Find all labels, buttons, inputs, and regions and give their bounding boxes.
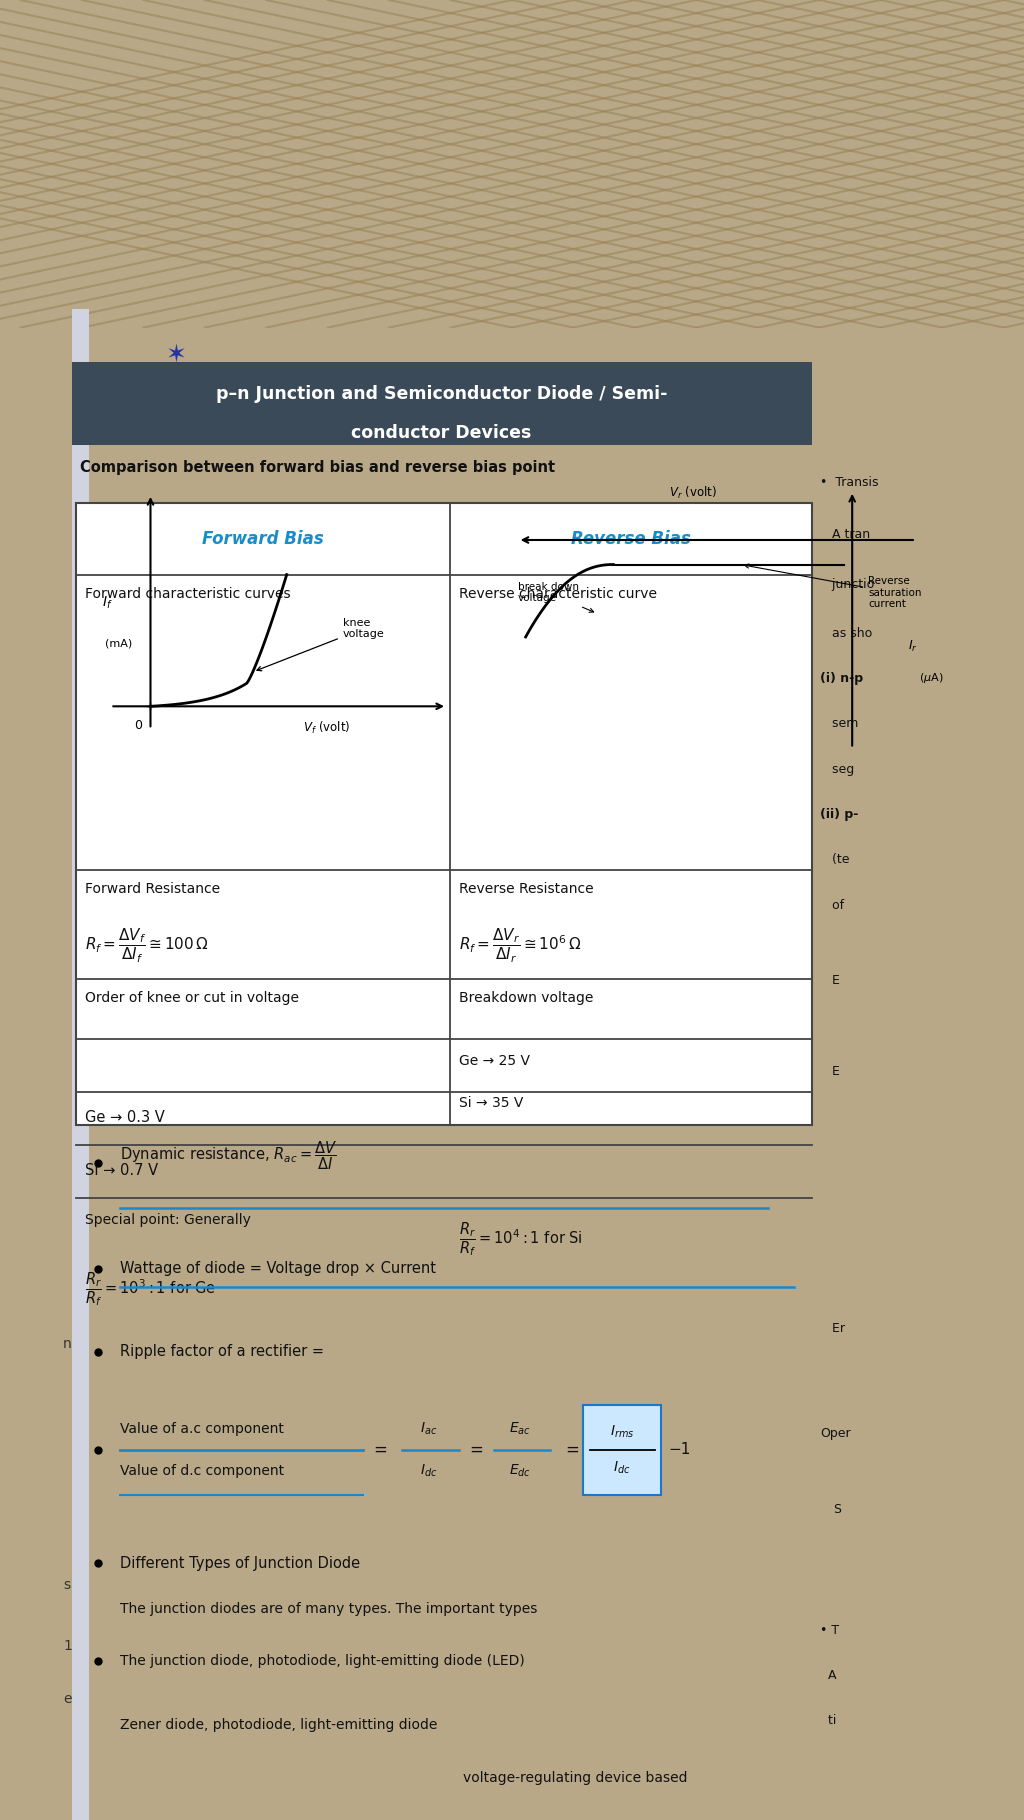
- Text: The junction diode, photodiode, light-emitting diode (LED): The junction diode, photodiode, light-em…: [120, 1654, 524, 1669]
- Text: Forward characteristic curves: Forward characteristic curves: [85, 588, 291, 601]
- Text: • T: • T: [820, 1623, 840, 1636]
- Text: p–n Junction and Semiconductor Diode / Semi-: p–n Junction and Semiconductor Diode / S…: [216, 386, 668, 402]
- Text: Wattage of diode = Voltage drop × Current: Wattage of diode = Voltage drop × Curren…: [120, 1261, 435, 1276]
- Text: $R_f = \dfrac{\Delta V_r}{\Delta I_r} \cong 10^6\,\Omega$: $R_f = \dfrac{\Delta V_r}{\Delta I_r} \c…: [459, 926, 582, 965]
- Text: Reverse characteristic curve: Reverse characteristic curve: [459, 588, 657, 601]
- Text: $I_{dc}$: $I_{dc}$: [613, 1460, 631, 1476]
- Text: (te: (te: [820, 854, 850, 866]
- Text: seg: seg: [820, 763, 854, 775]
- FancyBboxPatch shape: [46, 309, 89, 1820]
- Text: Ripple factor of a rectifier =: Ripple factor of a rectifier =: [120, 1345, 324, 1360]
- Text: sem: sem: [820, 717, 858, 730]
- Text: $V_r$ (volt): $V_r$ (volt): [669, 486, 717, 501]
- Text: $I_{ac}$: $I_{ac}$: [420, 1421, 437, 1438]
- Text: E: E: [820, 1065, 840, 1077]
- Text: =: =: [374, 1441, 388, 1460]
- Text: conductor Devices: conductor Devices: [351, 424, 531, 442]
- Text: Forward Resistance: Forward Resistance: [85, 883, 220, 895]
- Text: ($\mu$A): ($\mu$A): [920, 672, 943, 684]
- Text: $I_r$: $I_r$: [908, 639, 918, 655]
- Text: Reverse Resistance: Reverse Resistance: [459, 883, 594, 895]
- Text: Special point: Generally: Special point: Generally: [85, 1212, 251, 1227]
- Text: s: s: [63, 1578, 70, 1592]
- Text: junctio: junctio: [820, 579, 874, 592]
- Text: ti: ti: [820, 1714, 837, 1727]
- Text: =: =: [565, 1441, 580, 1460]
- Text: as sho: as sho: [820, 626, 872, 639]
- FancyBboxPatch shape: [584, 1405, 660, 1496]
- Text: Value of a.c component: Value of a.c component: [120, 1421, 284, 1436]
- Text: 0: 0: [134, 719, 142, 732]
- Text: $E_{dc}$: $E_{dc}$: [509, 1463, 531, 1480]
- Text: S: S: [834, 1503, 842, 1516]
- Text: 1: 1: [63, 1638, 72, 1653]
- Text: Order of knee or cut in voltage: Order of knee or cut in voltage: [85, 990, 299, 1005]
- Text: Different Types of Junction Diode: Different Types of Junction Diode: [120, 1556, 359, 1571]
- Text: $\dfrac{R_r}{R_f} = 10^4:1$ for Si: $\dfrac{R_r}{R_f} = 10^4:1$ for Si: [459, 1219, 583, 1258]
- Text: Oper: Oper: [820, 1427, 851, 1440]
- Text: Dynamic resistance, $R_{ac} = \dfrac{\Delta V}{\Delta I}$: Dynamic resistance, $R_{ac} = \dfrac{\De…: [120, 1139, 337, 1172]
- Text: $V_f$ (volt): $V_f$ (volt): [303, 719, 350, 735]
- Text: Si → 35 V: Si → 35 V: [459, 1096, 523, 1110]
- Text: Breakdown voltage: Breakdown voltage: [459, 990, 593, 1005]
- Text: $E_{ac}$: $E_{ac}$: [509, 1421, 530, 1438]
- Text: break down
voltage: break down voltage: [518, 582, 594, 612]
- Text: of: of: [820, 899, 845, 912]
- Text: n: n: [63, 1336, 72, 1350]
- Text: =: =: [469, 1441, 483, 1460]
- Text: −1: −1: [668, 1443, 690, 1458]
- Text: A tran: A tran: [820, 528, 870, 541]
- Text: The junction diodes are of many types. The important types: The junction diodes are of many types. T…: [120, 1602, 537, 1616]
- Text: $R_f = \dfrac{\Delta V_f}{\Delta I_f} \cong 100\,\Omega$: $R_f = \dfrac{\Delta V_f}{\Delta I_f} \c…: [85, 926, 209, 965]
- Text: Reverse
saturation
current: Reverse saturation current: [744, 564, 922, 610]
- FancyBboxPatch shape: [76, 502, 811, 1125]
- Text: Si → 0.7 V: Si → 0.7 V: [85, 1163, 158, 1178]
- Text: (ii) p-: (ii) p-: [820, 808, 858, 821]
- Text: Comparison between forward bias and reverse bias point: Comparison between forward bias and reve…: [80, 460, 555, 475]
- Text: Ge → 0.3 V: Ge → 0.3 V: [85, 1110, 165, 1125]
- FancyBboxPatch shape: [72, 362, 811, 446]
- Text: ✶: ✶: [166, 342, 186, 366]
- Text: Reverse Bias: Reverse Bias: [571, 530, 691, 548]
- Text: A: A: [820, 1669, 837, 1682]
- Text: $\dfrac{R_r}{R_f} = 10^3:1$ for Ge: $\dfrac{R_r}{R_f} = 10^3:1$ for Ge: [85, 1270, 216, 1309]
- Text: Ge → 25 V: Ge → 25 V: [459, 1054, 530, 1068]
- Text: $I_{dc}$: $I_{dc}$: [420, 1463, 437, 1480]
- Text: Zener diode, photodiode, light-emitting diode: Zener diode, photodiode, light-emitting …: [120, 1718, 437, 1733]
- Text: e: e: [63, 1691, 72, 1705]
- Text: (i) n-p: (i) n-p: [820, 672, 863, 684]
- Text: E: E: [820, 974, 840, 986]
- Text: Value of d.c component: Value of d.c component: [120, 1463, 284, 1478]
- Text: voltage-regulating device based: voltage-regulating device based: [463, 1771, 688, 1785]
- Text: Forward Bias: Forward Bias: [203, 530, 324, 548]
- Text: •  Transis: • Transis: [820, 475, 879, 488]
- Text: knee
voltage: knee voltage: [257, 617, 385, 672]
- Text: $I_f$: $I_f$: [101, 595, 113, 612]
- Text: Er: Er: [820, 1321, 845, 1334]
- Text: (mA): (mA): [104, 639, 132, 648]
- Text: $I_{rms}$: $I_{rms}$: [610, 1423, 635, 1440]
